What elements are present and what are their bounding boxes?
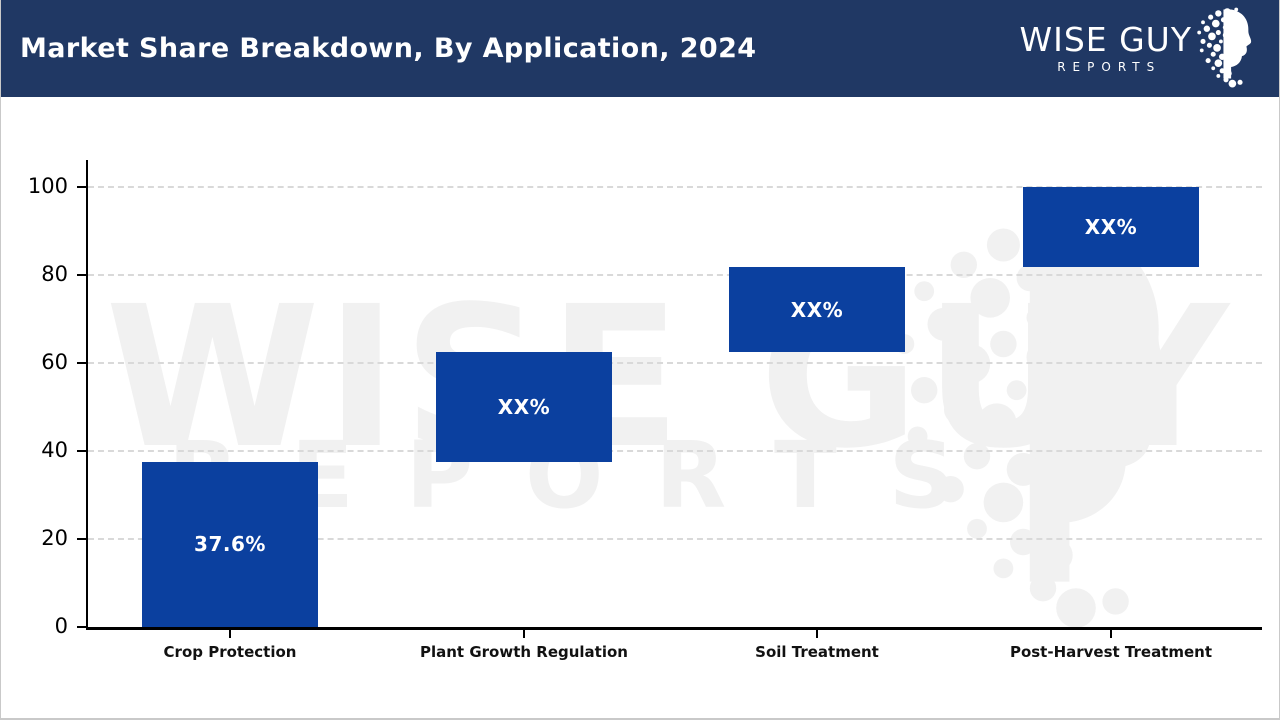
frame-border-left xyxy=(0,0,1,720)
logo-wordmark: WISE GUY xyxy=(1019,20,1192,59)
bar-value-label: XX% xyxy=(497,394,551,419)
y-axis-tick xyxy=(77,626,88,628)
gridline-80 xyxy=(88,274,1262,276)
y-axis-tick xyxy=(77,362,88,364)
x-axis-line xyxy=(86,627,1262,630)
logo-subtext: REPORTS xyxy=(1057,60,1162,74)
header-bar: Market Share Breakdown, By Application, … xyxy=(0,0,1280,97)
x-axis-category-label: Crop Protection xyxy=(163,643,297,661)
y-axis-tick-label: 40 xyxy=(41,438,68,462)
bar-value-label: XX% xyxy=(790,297,844,322)
y-axis-tick xyxy=(77,186,88,188)
bar-value-label: 37.6% xyxy=(194,532,266,557)
gridline-20 xyxy=(88,538,1262,540)
y-axis-line xyxy=(86,160,88,627)
bar-1: 37.6% xyxy=(142,461,318,627)
bar-value-label: XX% xyxy=(1084,215,1138,240)
x-axis-category-label: Soil Treatment xyxy=(755,643,879,661)
y-axis-tick xyxy=(77,538,88,540)
gridline-40 xyxy=(88,450,1262,452)
x-axis-tick xyxy=(229,630,231,638)
bar-2: XX% xyxy=(436,352,612,462)
bar-3: XX% xyxy=(729,267,905,353)
x-axis-category-label: Post-Harvest Treatment xyxy=(1009,643,1213,661)
y-axis-tick-label: 60 xyxy=(41,350,68,374)
y-axis-tick xyxy=(77,274,88,276)
y-axis-tick xyxy=(77,450,88,452)
y-axis-tick-label: 80 xyxy=(41,262,68,286)
x-axis-tick xyxy=(523,630,525,638)
x-axis-category-label: Plant Growth Regulation xyxy=(420,643,628,661)
x-axis-tick xyxy=(816,630,818,638)
y-axis-tick-label: 20 xyxy=(41,526,68,550)
y-axis-tick-label: 0 xyxy=(54,614,68,638)
frame-border-bottom xyxy=(0,718,1280,720)
x-axis-tick xyxy=(1110,630,1112,638)
page-title: Market Share Breakdown, By Application, … xyxy=(20,33,757,64)
brand-logo: WISE GUY REPORTS xyxy=(1019,7,1258,90)
bar-4: XX% xyxy=(1023,187,1199,268)
brand-logo-text: WISE GUY REPORTS xyxy=(1019,23,1192,74)
gridline-100 xyxy=(88,186,1262,188)
gridline-60 xyxy=(88,362,1262,364)
y-axis-tick-label: 100 xyxy=(27,174,68,198)
logo-head-icon xyxy=(1197,7,1252,88)
